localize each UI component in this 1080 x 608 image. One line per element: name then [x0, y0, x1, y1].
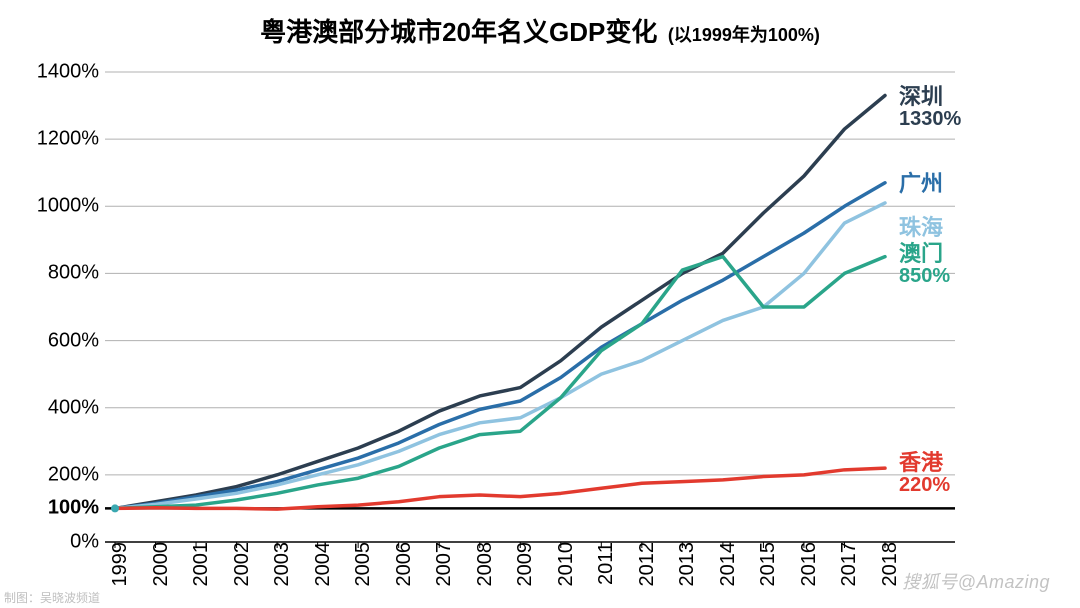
- x-tick-label: 2011: [595, 542, 618, 585]
- x-tick-label: 1999: [109, 542, 132, 587]
- title-subtext: (以1999年为100%): [668, 25, 820, 45]
- start-marker: [111, 504, 119, 512]
- watermark-text: 搜狐号@Amazing: [902, 568, 1050, 594]
- x-tick-label: 2001: [190, 542, 213, 587]
- x-tick-label: 2000: [150, 542, 173, 587]
- x-tick-label: 2006: [393, 542, 416, 587]
- x-tick-label: 2004: [312, 542, 335, 587]
- series-name-label: 广州: [899, 171, 943, 196]
- x-tick-label: 2013: [676, 542, 699, 587]
- series-line-澳门: [115, 257, 885, 509]
- series-name-label: 香港: [899, 450, 943, 475]
- x-tick-label: 2008: [474, 542, 497, 587]
- x-tick-label: 2009: [514, 542, 537, 587]
- series-end-value: 1330%: [899, 108, 961, 131]
- x-tick-label: 2012: [636, 542, 659, 587]
- series-name-label: 澳门: [899, 241, 943, 266]
- y-tick-label: 0%: [70, 531, 105, 554]
- series-line-广州: [115, 183, 885, 509]
- y-tick-label: 1400%: [37, 61, 105, 84]
- x-tick-label: 2010: [555, 542, 578, 587]
- x-tick-label: 2002: [231, 542, 254, 587]
- x-tick-label: 2017: [838, 542, 861, 587]
- gdp-line-chart: 0%100%200%400%600%800%1000%1200%1400%199…: [105, 72, 955, 542]
- chart-title: 粤港澳部分城市20年名义GDP变化 (以1999年为100%): [0, 12, 1080, 49]
- x-tick-label: 2015: [757, 542, 780, 587]
- x-tick-label: 2016: [798, 542, 821, 587]
- y-tick-label: 400%: [48, 396, 105, 419]
- x-tick-label: 2018: [879, 542, 902, 587]
- y-tick-label: 1200%: [37, 128, 105, 151]
- series-end-value: 850%: [899, 265, 950, 288]
- y-tick-label: 200%: [48, 463, 105, 486]
- series-name-label: 珠海: [899, 215, 943, 240]
- y-tick-label: 100%: [48, 497, 105, 520]
- y-tick-label: 1000%: [37, 195, 105, 218]
- series-line-珠海: [115, 203, 885, 509]
- x-tick-label: 2003: [271, 542, 294, 587]
- series-end-value: 220%: [899, 474, 950, 497]
- chart-svg: [105, 72, 955, 542]
- title-main: 粤港澳部分城市20年名义GDP变化: [260, 17, 657, 47]
- credit-text: 制图：吴晓波频道: [4, 589, 100, 606]
- y-tick-label: 800%: [48, 262, 105, 285]
- x-tick-label: 2007: [433, 542, 456, 587]
- x-tick-label: 2014: [717, 542, 740, 587]
- x-tick-label: 2005: [352, 542, 375, 587]
- y-tick-label: 600%: [48, 329, 105, 352]
- series-name-label: 深圳: [899, 84, 943, 109]
